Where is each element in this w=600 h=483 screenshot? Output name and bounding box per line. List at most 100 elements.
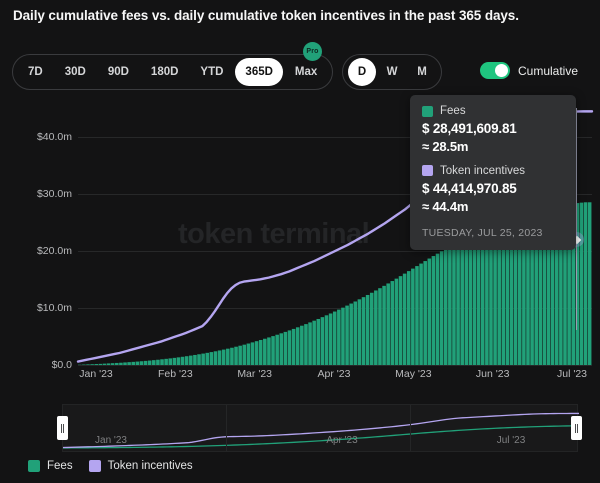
- fees-bar: [234, 346, 238, 365]
- range-option-7d[interactable]: 7D: [18, 58, 53, 86]
- fees-bar: [497, 223, 501, 365]
- navigator-gridline: [410, 405, 411, 451]
- tooltip-swatch: [422, 105, 433, 117]
- navigator-label: Apr '23: [326, 435, 358, 446]
- fees-bar: [143, 360, 148, 365]
- gridline: [78, 365, 592, 366]
- fees-bar: [489, 226, 493, 365]
- fees-bar: [456, 242, 460, 365]
- fees-bar: [201, 353, 205, 365]
- fees-bar: [320, 317, 325, 365]
- granularity-option-w[interactable]: W: [378, 58, 406, 86]
- fees-bar: [341, 307, 345, 365]
- fees-bar: [316, 318, 321, 365]
- fees-bar: [415, 266, 419, 365]
- fees-bar: [554, 206, 559, 365]
- fees-bar: [279, 333, 284, 365]
- fees-bar: [160, 359, 164, 365]
- fees-bar: [156, 359, 160, 365]
- fees-bar: [464, 237, 469, 365]
- fees-bar: [378, 288, 382, 365]
- fees-bar: [324, 315, 329, 365]
- fees-bar: [304, 324, 308, 365]
- x-axis: Jan '23 Feb '23 Mar '23 Apr '23 May '23 Jun '…: [78, 368, 592, 386]
- tooltip-row: Fees $ 28,491,609.81 ≈ 28.5m: [422, 105, 564, 156]
- fees-bar: [530, 212, 534, 365]
- y-axis-tick: $10.0m: [36, 301, 72, 314]
- navigator-handle-left[interactable]: [57, 416, 68, 440]
- fees-bar: [485, 228, 489, 365]
- fees-bar: [300, 325, 304, 365]
- tooltip-date: TUESDAY, JUL 25, 2023: [422, 226, 543, 239]
- fees-bar: [398, 276, 403, 365]
- fees-bar: [402, 273, 407, 365]
- range-option-max[interactable]: Max: [285, 58, 327, 86]
- range-option-30d[interactable]: 30D: [55, 58, 96, 86]
- fees-bar: [390, 281, 395, 365]
- fees-bar: [127, 362, 131, 365]
- fees-bar: [526, 213, 530, 365]
- pro-badge: Pro: [303, 42, 322, 61]
- navigator-handle-right[interactable]: [571, 416, 582, 440]
- gridline: [78, 307, 592, 309]
- fees-bar: [349, 303, 353, 365]
- fees-bar: [522, 214, 526, 365]
- gridline: [78, 193, 592, 195]
- fees-bar: [382, 285, 386, 365]
- range-option-180d[interactable]: 180D: [141, 58, 189, 86]
- granularity-option-m[interactable]: M: [408, 58, 436, 86]
- fees-bar: [147, 360, 152, 365]
- gridline: [78, 136, 592, 138]
- fees-bar: [263, 338, 267, 365]
- navigator-gridline: [226, 405, 227, 451]
- navigator-incentives-line: [63, 412, 579, 449]
- fees-bar: [250, 342, 255, 365]
- tooltip-row: Token incentives $ 44,414,970.85 ≈ 44.4m: [422, 165, 564, 216]
- fees-bar: [493, 224, 497, 365]
- granularity-option-d[interactable]: D: [348, 58, 376, 86]
- navigator-series: [63, 412, 579, 449]
- toggle-knob: [495, 64, 508, 77]
- fees-bar: [501, 221, 506, 365]
- range-option-90d[interactable]: 90D: [98, 58, 139, 86]
- fees-bar: [575, 203, 580, 365]
- fees-bar: [460, 239, 464, 365]
- range-navigator[interactable]: Jan '23 Apr '23 Jul '23: [62, 404, 579, 452]
- fees-bar: [217, 350, 222, 365]
- range-option-ytd[interactable]: YTD: [190, 58, 233, 86]
- tooltip-swatch: [422, 165, 433, 177]
- legend-swatch: [88, 460, 101, 472]
- fees-bar: [431, 256, 436, 365]
- fees-bar: [550, 207, 555, 365]
- fees-bar: [86, 364, 90, 365]
- fees-bar: [423, 261, 427, 365]
- x-axis-tick: Jan '23: [79, 368, 113, 380]
- fees-bar: [308, 322, 312, 365]
- cumulative-toggle[interactable]: [480, 62, 510, 79]
- fees-bar: [295, 327, 300, 365]
- fees-bar: [439, 251, 444, 365]
- fees-bar: [176, 357, 181, 365]
- x-axis-tick: Jun '23: [475, 368, 510, 380]
- fees-bar: [513, 217, 518, 365]
- fees-bar: [242, 344, 247, 365]
- fees-bar: [221, 349, 226, 365]
- fees-bar: [374, 290, 378, 365]
- legend-item[interactable]: Token incentives: [88, 460, 193, 472]
- fees-bar: [209, 352, 214, 365]
- fees-bar: [435, 253, 440, 365]
- legend-label: Token incentives: [107, 460, 193, 472]
- y-axis-tick: $30.0m: [36, 187, 72, 200]
- range-selector[interactable]: 7D 30D 90D 180D YTD 365D Max: [12, 54, 334, 90]
- fees-bar: [139, 361, 144, 365]
- fees-bar: [267, 337, 271, 365]
- cumulative-toggle-group[interactable]: Cumulative: [480, 62, 578, 79]
- fees-bar: [287, 330, 292, 365]
- fees-bar: [193, 354, 197, 365]
- range-option-365d[interactable]: 365D: [235, 58, 283, 86]
- y-axis: $0.0 $10.0m $20.0m $30.0m $40.0m: [0, 100, 72, 371]
- tooltip-value: $ 28,491,609.81: [422, 121, 517, 136]
- legend-item[interactable]: Fees: [28, 460, 73, 472]
- fees-bar: [131, 361, 136, 365]
